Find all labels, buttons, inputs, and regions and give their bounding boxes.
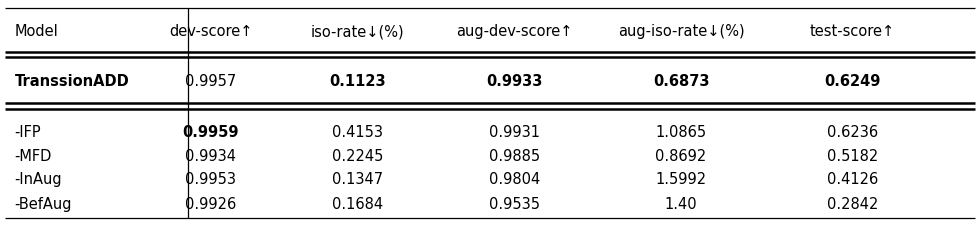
Text: 1.0865: 1.0865 [656, 124, 707, 139]
Text: 1.5992: 1.5992 [656, 171, 707, 186]
Text: 0.4126: 0.4126 [827, 171, 878, 186]
Text: aug-iso-rate↓(%): aug-iso-rate↓(%) [617, 24, 745, 39]
Text: 0.6236: 0.6236 [827, 124, 878, 139]
Text: aug-dev-score↑: aug-dev-score↑ [457, 24, 572, 39]
Text: 0.9953: 0.9953 [185, 171, 236, 186]
Text: -IFP: -IFP [15, 124, 41, 139]
Text: 0.9885: 0.9885 [489, 148, 540, 163]
Text: -InAug: -InAug [15, 171, 63, 186]
Text: Model: Model [15, 24, 59, 39]
Text: TranssionADD: TranssionADD [15, 74, 129, 89]
Text: 1.40: 1.40 [664, 196, 698, 211]
Text: dev-score↑: dev-score↑ [169, 24, 253, 39]
Text: 0.1347: 0.1347 [332, 171, 383, 186]
Text: test-score↑: test-score↑ [810, 24, 895, 39]
Text: iso-rate↓(%): iso-rate↓(%) [311, 24, 405, 39]
Text: 0.9931: 0.9931 [489, 124, 540, 139]
Text: 0.1684: 0.1684 [332, 196, 383, 211]
Text: 0.4153: 0.4153 [332, 124, 383, 139]
Text: 0.9535: 0.9535 [489, 196, 540, 211]
Text: 0.9926: 0.9926 [185, 196, 236, 211]
Text: 0.2842: 0.2842 [827, 196, 878, 211]
Text: -MFD: -MFD [15, 148, 52, 163]
Text: 0.2245: 0.2245 [332, 148, 383, 163]
Text: 0.8692: 0.8692 [656, 148, 707, 163]
Text: 0.9933: 0.9933 [486, 74, 543, 89]
Text: 0.6249: 0.6249 [824, 74, 881, 89]
Text: 0.9957: 0.9957 [185, 74, 236, 89]
Text: 0.5182: 0.5182 [827, 148, 878, 163]
Text: 0.6873: 0.6873 [653, 74, 710, 89]
Text: 0.9934: 0.9934 [185, 148, 236, 163]
Text: 0.9959: 0.9959 [182, 124, 239, 139]
Text: 0.1123: 0.1123 [329, 74, 386, 89]
Text: 0.9804: 0.9804 [489, 171, 540, 186]
Text: -BefAug: -BefAug [15, 196, 73, 211]
